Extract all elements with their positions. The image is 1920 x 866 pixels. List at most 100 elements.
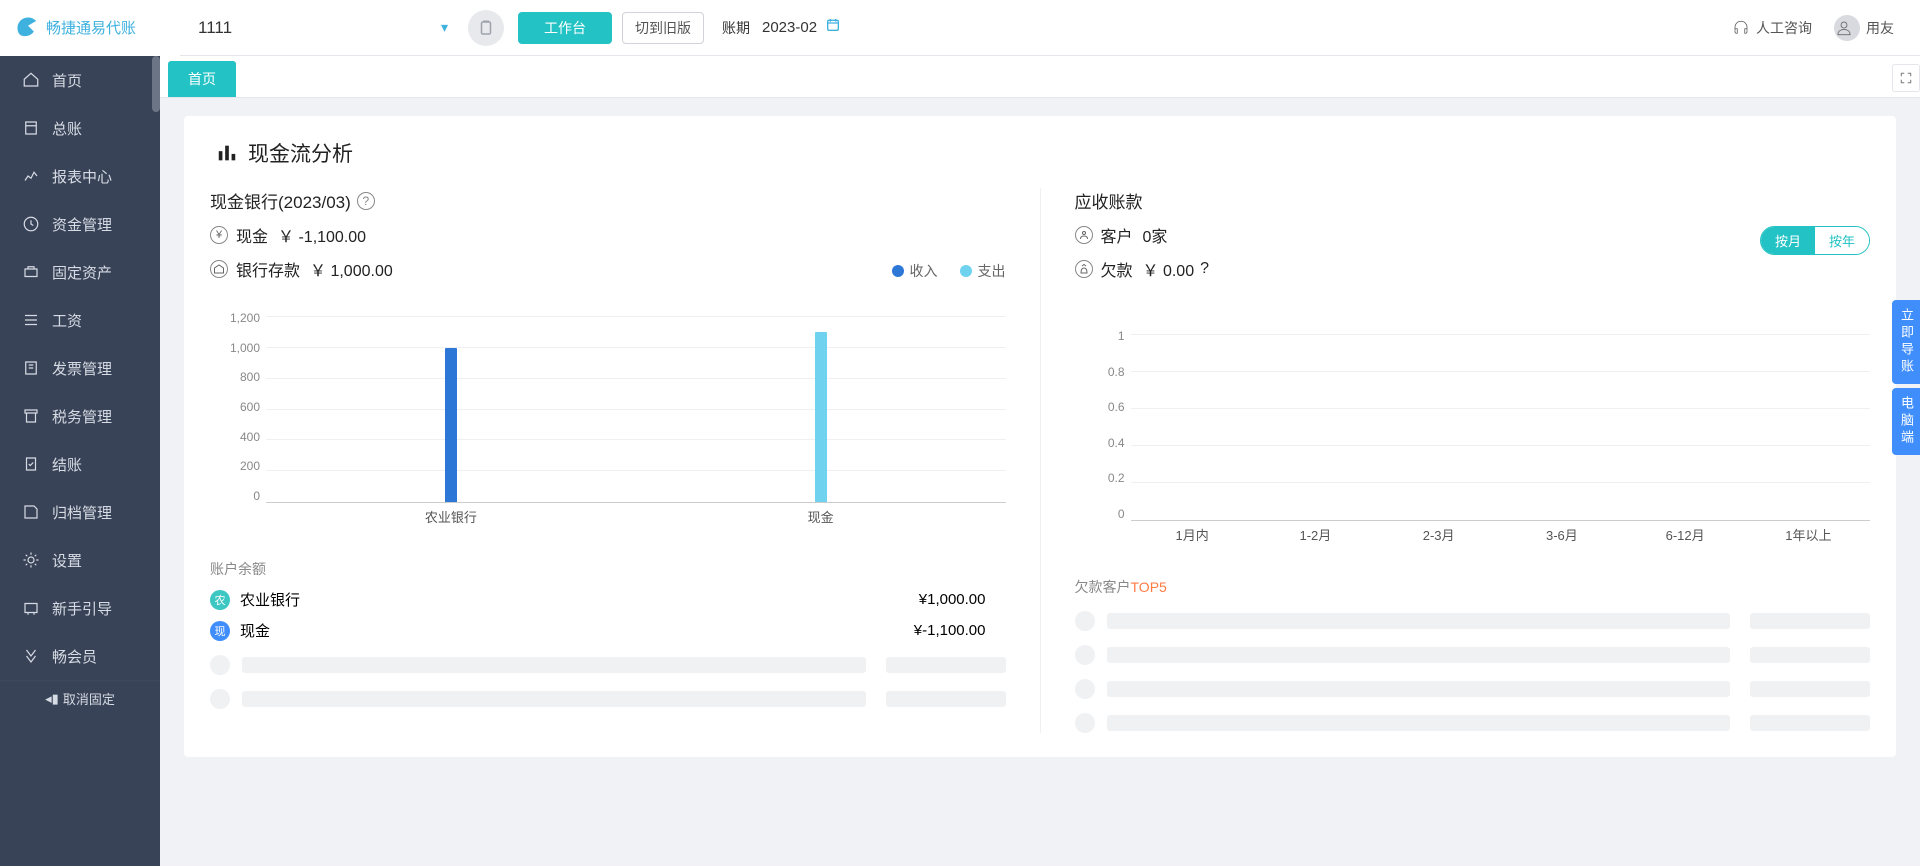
sidebar-item-3[interactable]: 资金管理 bbox=[0, 200, 160, 248]
sidebar-item-5[interactable]: 工资 bbox=[0, 296, 160, 344]
sidebar-icon bbox=[22, 359, 40, 377]
help-icon[interactable]: ? bbox=[1200, 260, 1209, 278]
main: 首页 现金流分析 现金银行(2023/03) ? bbox=[160, 56, 1920, 866]
sidebar-item-label: 固定资产 bbox=[52, 262, 112, 283]
expand-icon bbox=[1899, 71, 1913, 85]
tabs-row: 首页 bbox=[160, 56, 1920, 98]
brand-name: 畅捷通易代账 bbox=[46, 17, 136, 38]
company-select[interactable]: 1111 ▾ bbox=[188, 10, 458, 46]
brand-icon bbox=[14, 14, 42, 42]
sidebar-icon bbox=[22, 263, 40, 281]
sidebar-item-0[interactable]: 首页 bbox=[0, 56, 160, 104]
sidebar-icon bbox=[22, 647, 40, 665]
user-name: 用友 bbox=[1866, 18, 1894, 38]
chart-bar bbox=[445, 348, 457, 502]
owed-value: ￥ 0.00 bbox=[1143, 257, 1195, 281]
skeleton-row bbox=[210, 655, 1006, 675]
sidebar-icon bbox=[22, 119, 40, 137]
panel-title: 现金流分析 bbox=[210, 138, 1870, 168]
cash-bank-section: 现金银行(2023/03) ? ¥ 现金 ￥ -1,100.00 bbox=[210, 188, 1040, 733]
sidebar-item-label: 发票管理 bbox=[52, 358, 112, 379]
sidebar-item-4[interactable]: 固定资产 bbox=[0, 248, 160, 296]
account-amount: ¥-1,100.00 bbox=[914, 622, 1006, 639]
ar-chart: 10.80.60.40.20 1月内1-2月2-3月3-6月6-12月1年以上 bbox=[1075, 329, 1871, 549]
legend-expense-dot bbox=[960, 265, 972, 277]
balance-row: 农农业银行 ¥1,000.00 bbox=[210, 589, 1006, 610]
ar-chart-x-axis: 1月内1-2月2-3月3-6月6-12月1年以上 bbox=[1131, 525, 1871, 549]
legend-income-label: 收入 bbox=[910, 261, 938, 281]
clipboard-icon bbox=[477, 19, 495, 37]
sidebar-item-11[interactable]: 新手引导 bbox=[0, 584, 160, 632]
workbench-button[interactable]: 工作台 bbox=[518, 12, 612, 44]
account-amount: ¥1,000.00 bbox=[919, 591, 1006, 608]
sidebar-icon bbox=[22, 167, 40, 185]
sidebar-icon bbox=[22, 71, 40, 89]
sidebar-item-label: 新手引导 bbox=[52, 598, 112, 619]
tab-home[interactable]: 首页 bbox=[168, 61, 236, 97]
float-actions: 立即导账 电脑端 bbox=[1892, 300, 1920, 459]
sidebar-icon bbox=[22, 215, 40, 233]
sidebar-item-12[interactable]: 畅会员 bbox=[0, 632, 160, 680]
sidebar-icon bbox=[22, 407, 40, 425]
sidebar-item-label: 归档管理 bbox=[52, 502, 112, 523]
sidebar-pin-label: 取消固定 bbox=[63, 689, 115, 708]
float-desktop-button[interactable]: 电脑端 bbox=[1892, 388, 1920, 455]
cash-chart: 1,2001,0008006004002000 农业银行现金 bbox=[210, 311, 1006, 531]
avatar-icon bbox=[1834, 15, 1860, 41]
help-icon[interactable]: ? bbox=[357, 192, 375, 210]
top5-title: 欠款客户TOP5 bbox=[1075, 577, 1871, 597]
cash-chart-y-axis: 1,2001,0008006004002000 bbox=[210, 311, 260, 503]
switch-old-button[interactable]: 切到旧版 bbox=[622, 12, 704, 44]
sidebar-item-label: 首页 bbox=[52, 70, 82, 91]
cash-chart-x-axis: 农业银行现金 bbox=[266, 507, 1006, 531]
yen-icon: ¥ bbox=[210, 226, 228, 244]
sidebar-item-2[interactable]: 报表中心 bbox=[0, 152, 160, 200]
sidebar-icon bbox=[22, 551, 40, 569]
sidebar-item-10[interactable]: 设置 bbox=[0, 536, 160, 584]
sidebar-item-label: 报表中心 bbox=[52, 166, 112, 187]
skeleton-row bbox=[1075, 645, 1871, 665]
account-badge: 农 bbox=[210, 590, 230, 610]
consult-label: 人工咨询 bbox=[1756, 18, 1812, 38]
pill-month[interactable]: 按月 bbox=[1761, 227, 1815, 254]
user-menu[interactable]: 用友 bbox=[1834, 15, 1894, 41]
consult-button[interactable]: 人工咨询 bbox=[1732, 18, 1812, 38]
account-name: 农业银行 bbox=[240, 589, 300, 610]
headset-icon bbox=[1732, 19, 1750, 37]
balance-row: 现现金¥-1,100.00 bbox=[210, 620, 1006, 641]
legend-expense-label: 支出 bbox=[978, 261, 1006, 281]
sidebar-pin-toggle[interactable]: ◂▮取消固定 bbox=[0, 680, 160, 716]
brand-logo: 畅捷通易代账 bbox=[0, 0, 180, 56]
skeleton-row bbox=[210, 689, 1006, 709]
clipboard-icon-button[interactable] bbox=[468, 10, 504, 46]
sidebar-item-1[interactable]: 总账 bbox=[0, 104, 160, 152]
fullscreen-button[interactable] bbox=[1892, 64, 1920, 92]
cash-bank-title: 现金银行(2023/03) ? bbox=[210, 188, 1006, 213]
scrollbar-thumb[interactable] bbox=[152, 56, 160, 112]
sidebar-icon bbox=[22, 455, 40, 473]
pill-year[interactable]: 按年 bbox=[1815, 227, 1869, 254]
sidebar-item-6[interactable]: 发票管理 bbox=[0, 344, 160, 392]
period-value[interactable]: 2023-02 bbox=[762, 19, 817, 36]
sidebar-item-label: 结账 bbox=[52, 454, 82, 475]
company-name: 1111 bbox=[198, 18, 232, 38]
sidebar-item-9[interactable]: 归档管理 bbox=[0, 488, 160, 536]
calendar-icon[interactable] bbox=[825, 17, 841, 38]
receivables-title: 应收账款 bbox=[1075, 188, 1871, 213]
cashflow-panel: 现金流分析 现金银行(2023/03) ? ¥ 现金 ￥ -1,100.00 bbox=[184, 116, 1896, 757]
skeleton-row bbox=[1075, 713, 1871, 733]
float-import-button[interactable]: 立即导账 bbox=[1892, 300, 1920, 384]
sidebar-icon bbox=[22, 311, 40, 329]
sidebar-item-label: 设置 bbox=[52, 550, 82, 571]
sidebar-item-label: 畅会员 bbox=[52, 646, 97, 667]
skeleton-row bbox=[1075, 679, 1871, 699]
sidebar-item-label: 工资 bbox=[52, 310, 82, 331]
sidebar-item-8[interactable]: 结账 bbox=[0, 440, 160, 488]
sidebar: 首页总账报表中心资金管理固定资产工资发票管理税务管理结账归档管理设置新手引导畅会… bbox=[0, 56, 160, 866]
sidebar-item-7[interactable]: 税务管理 bbox=[0, 392, 160, 440]
account-badge: 现 bbox=[210, 621, 230, 641]
money-bag-icon bbox=[1075, 260, 1093, 278]
bank-icon bbox=[210, 260, 228, 278]
person-icon bbox=[1075, 226, 1093, 244]
receivables-section: 应收账款 客户 0家 欠 bbox=[1040, 188, 1871, 733]
